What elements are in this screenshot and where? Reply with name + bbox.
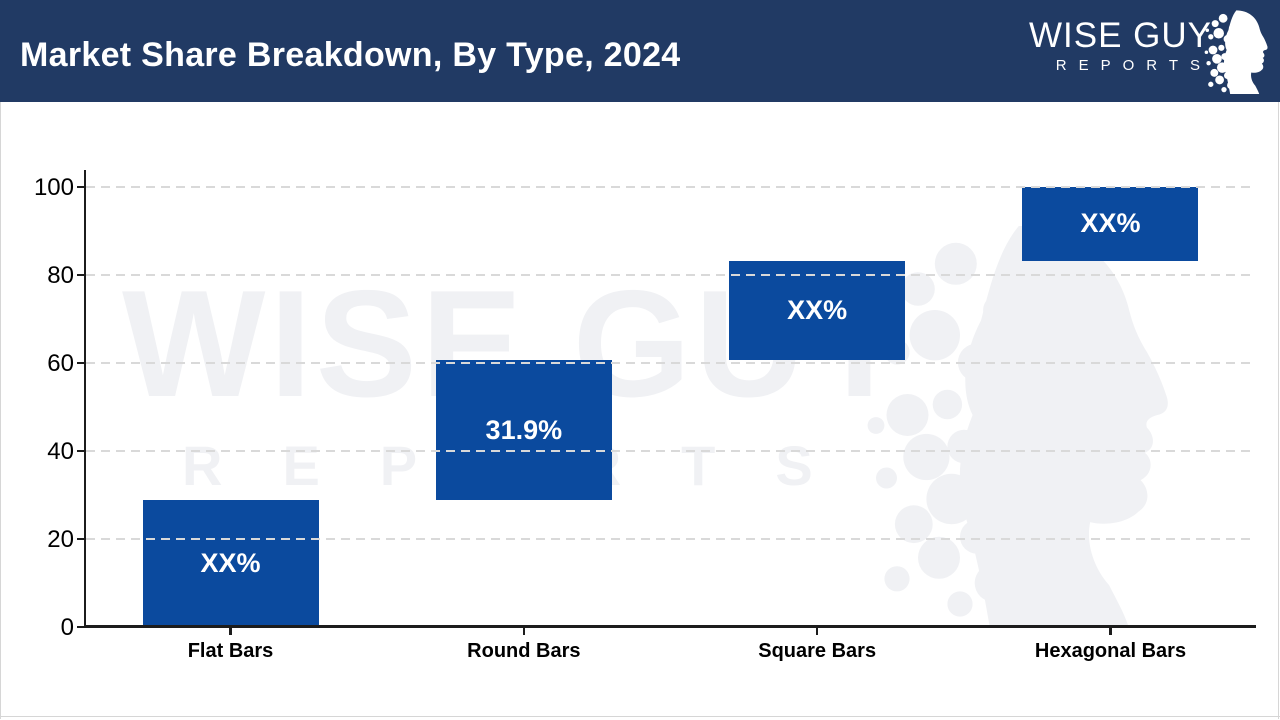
gridline [86, 185, 1256, 188]
gridline [86, 449, 1256, 452]
gridline [86, 537, 1256, 540]
y-tick-mark [77, 449, 85, 452]
bar-value-label: XX% [787, 294, 848, 325]
header-bar: Market Share Breakdown, By Type, 2024 WI… [0, 0, 1280, 102]
y-tick-mark [77, 185, 85, 188]
wiseguy-logo: WISE GUY REPORTS [980, 0, 1280, 102]
y-tick-label: 100 [33, 173, 74, 201]
y-tick-label: 0 [60, 613, 74, 641]
logo-subtext: REPORTS [1055, 56, 1212, 74]
page-edge-right [1278, 102, 1279, 719]
x-tick-mark [1109, 628, 1112, 635]
chart-title: Market Share Breakdown, By Type, 2024 [20, 36, 681, 74]
bar-value-label: 31.9% [485, 414, 563, 445]
bar-segment: XX% [1022, 186, 1199, 261]
logo-head-icon [1202, 6, 1268, 94]
y-tick-mark [77, 537, 85, 540]
logo-wordmark: WISE GUY [1028, 16, 1212, 55]
bar-value-label: XX% [200, 547, 261, 578]
bar-segment: 31.9% [435, 359, 612, 501]
gridline [86, 361, 1256, 364]
page-edge-left [0, 102, 1, 719]
page-edge-bottom [0, 716, 1280, 717]
x-axis-line [83, 625, 1256, 628]
gridline [86, 273, 1256, 276]
bar-value-label: XX% [1080, 208, 1141, 239]
logo-text: WISE GUY REPORTS [1028, 16, 1212, 74]
x-category-label: Hexagonal Bars [1034, 640, 1187, 662]
y-tick-label: 60 [47, 349, 74, 377]
y-tick-label: 20 [47, 525, 74, 553]
y-tick-mark [77, 625, 85, 628]
x-tick-mark [815, 628, 819, 635]
watermark-head-graphic [855, 205, 1170, 625]
y-axis-line [83, 170, 86, 628]
x-category-label: Square Bars [758, 640, 877, 662]
y-tick-mark [77, 361, 85, 364]
y-tick-mark [77, 273, 85, 276]
x-tick-mark [229, 628, 232, 635]
bar-segment: XX% [729, 260, 906, 360]
y-tick-label: 80 [47, 261, 74, 289]
bar-segment: XX% [142, 500, 319, 627]
x-category-label: Flat Bars [187, 640, 274, 662]
x-tick-mark [522, 628, 526, 635]
x-category-label: Round Bars [467, 640, 581, 662]
y-tick-label: 40 [47, 437, 74, 465]
